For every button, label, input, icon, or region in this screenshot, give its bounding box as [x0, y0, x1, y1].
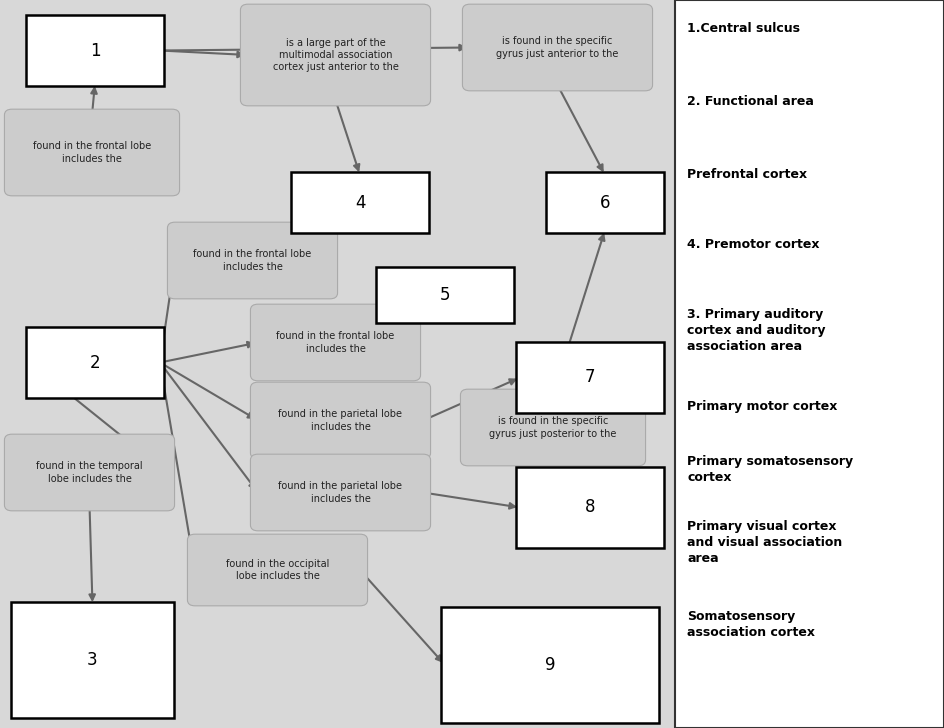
FancyBboxPatch shape [5, 109, 179, 196]
Text: 1: 1 [90, 41, 100, 60]
FancyBboxPatch shape [241, 4, 430, 106]
Text: Somatosensory
association cortex: Somatosensory association cortex [687, 610, 815, 639]
FancyBboxPatch shape [5, 434, 175, 511]
FancyBboxPatch shape [516, 467, 664, 548]
Text: 4: 4 [355, 194, 365, 212]
FancyBboxPatch shape [463, 4, 652, 91]
Text: 9: 9 [545, 656, 555, 674]
FancyBboxPatch shape [26, 327, 163, 398]
Text: is found in the specific
gyrus just anterior to the: is found in the specific gyrus just ante… [497, 36, 618, 59]
Text: 4. Premotor cortex: 4. Premotor cortex [687, 238, 819, 251]
Text: found in the frontal lobe
includes the: found in the frontal lobe includes the [194, 249, 312, 272]
Text: Primary visual cortex
and visual association
area: Primary visual cortex and visual associa… [687, 520, 842, 565]
FancyBboxPatch shape [441, 607, 659, 723]
FancyBboxPatch shape [291, 172, 429, 233]
FancyBboxPatch shape [188, 534, 367, 606]
FancyBboxPatch shape [11, 602, 174, 718]
Text: Primary motor cortex: Primary motor cortex [687, 400, 837, 413]
Text: found in the temporal
lobe includes the: found in the temporal lobe includes the [36, 462, 143, 483]
Text: 8: 8 [584, 499, 596, 516]
FancyBboxPatch shape [377, 267, 514, 323]
Text: found in the frontal lobe
includes the: found in the frontal lobe includes the [33, 141, 151, 164]
Text: is a large part of the
multimodal association
cortex just anterior to the: is a large part of the multimodal associ… [273, 38, 398, 72]
Text: 2. Functional area: 2. Functional area [687, 95, 814, 108]
Text: 7: 7 [584, 368, 596, 387]
FancyBboxPatch shape [167, 222, 338, 298]
FancyBboxPatch shape [250, 454, 430, 531]
Text: 5: 5 [440, 286, 450, 304]
FancyBboxPatch shape [250, 382, 430, 459]
Text: 3: 3 [87, 651, 98, 669]
FancyBboxPatch shape [461, 389, 646, 466]
Text: Prefrontal cortex: Prefrontal cortex [687, 168, 807, 181]
Text: found in the parietal lobe
includes the: found in the parietal lobe includes the [278, 409, 402, 432]
FancyBboxPatch shape [516, 342, 664, 413]
Text: is found in the specific
gyrus just posterior to the: is found in the specific gyrus just post… [489, 416, 616, 439]
FancyBboxPatch shape [547, 172, 664, 233]
Text: 1.Central sulcus: 1.Central sulcus [687, 22, 800, 35]
FancyBboxPatch shape [26, 15, 163, 86]
Text: found in the occipital
lobe includes the: found in the occipital lobe includes the [226, 559, 329, 581]
Text: 3. Primary auditory
cortex and auditory
association area: 3. Primary auditory cortex and auditory … [687, 308, 825, 353]
FancyBboxPatch shape [675, 0, 944, 728]
Text: Primary somatosensory
cortex: Primary somatosensory cortex [687, 455, 853, 484]
Text: 2: 2 [90, 354, 100, 371]
Text: found in the frontal lobe
includes the: found in the frontal lobe includes the [277, 331, 395, 354]
Text: found in the parietal lobe
includes the: found in the parietal lobe includes the [278, 481, 402, 504]
Text: 6: 6 [599, 194, 610, 212]
FancyBboxPatch shape [250, 304, 421, 381]
